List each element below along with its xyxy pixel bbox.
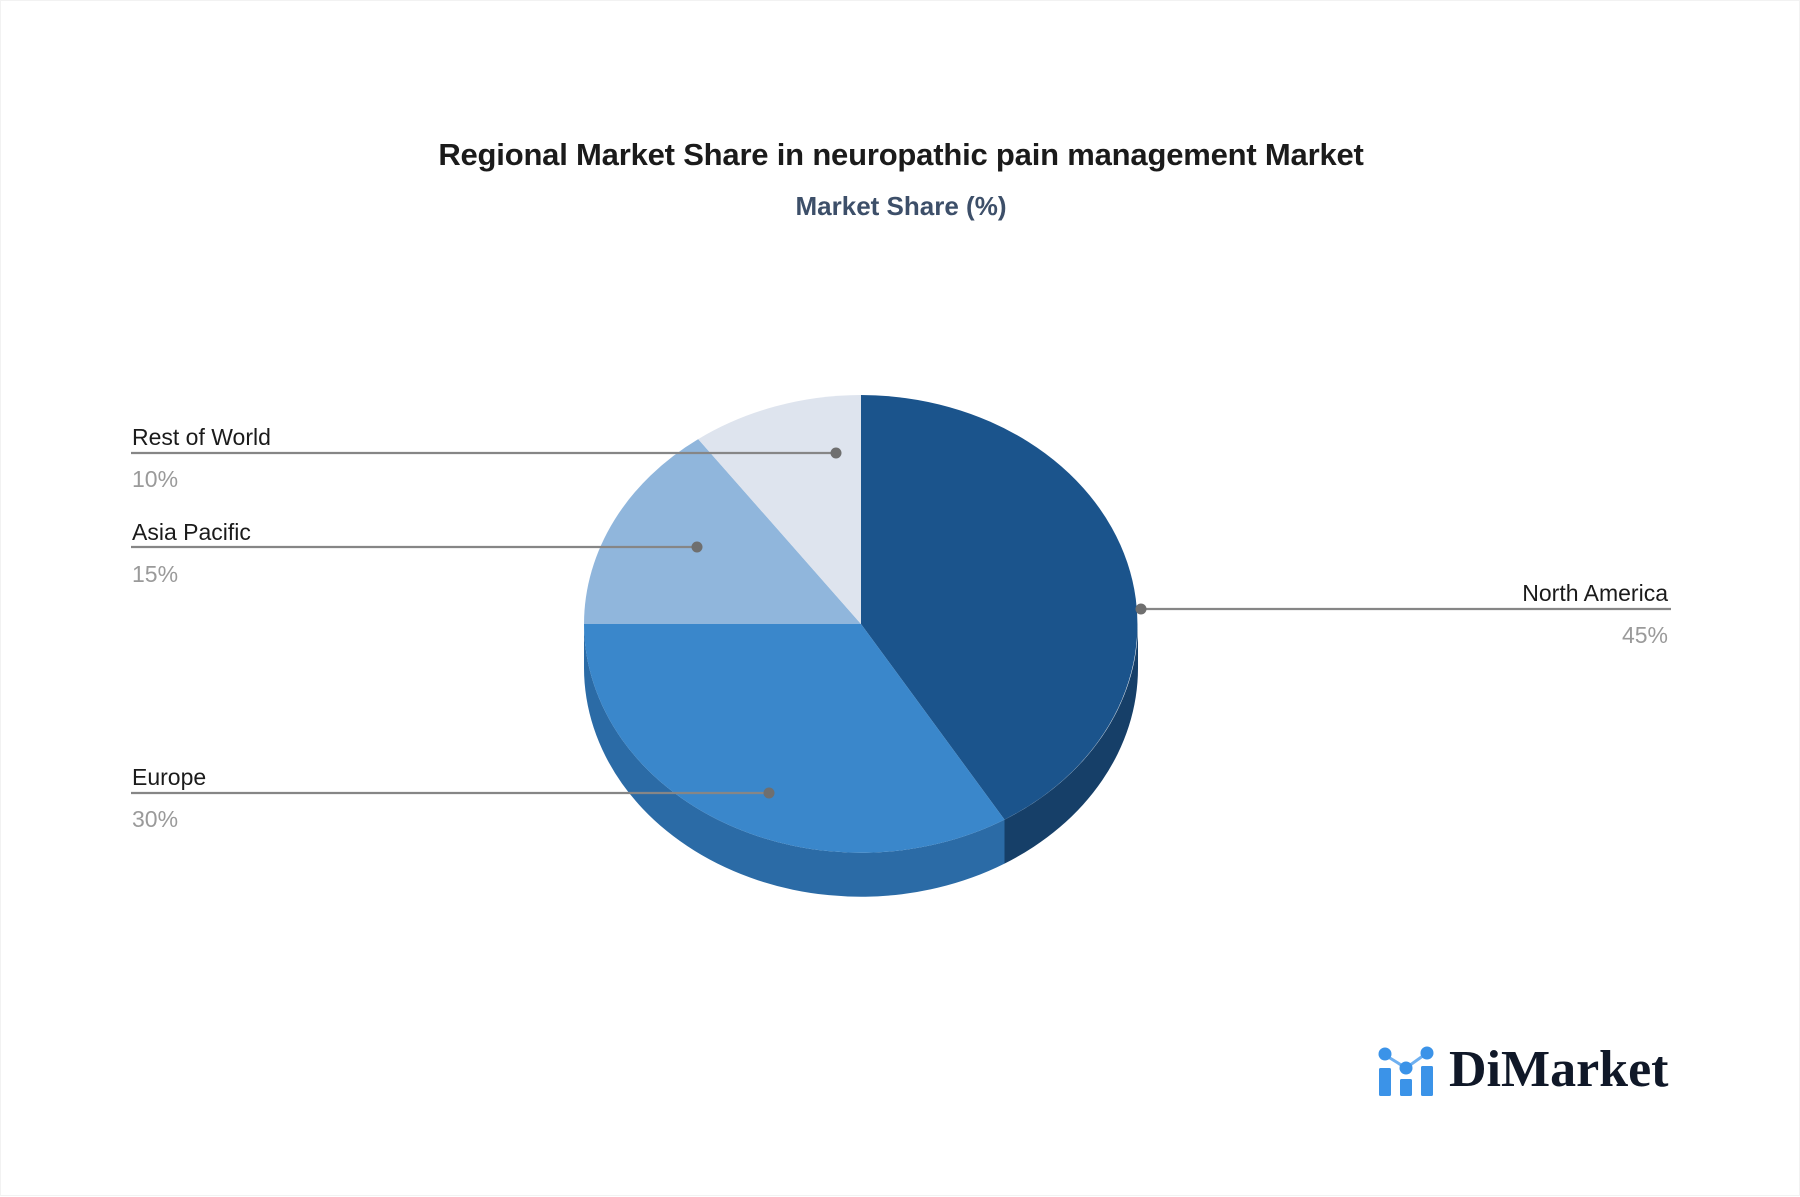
pie-side-europe: [584, 624, 1005, 897]
callout-value-europe: 30%: [132, 806, 179, 832]
brand-name: DiMarket: [1449, 1041, 1669, 1098]
callout-value-rest-of-world: 10%: [132, 466, 179, 492]
callout-label-north-america: North America: [1522, 580, 1668, 606]
pie-slice-europe: [584, 624, 1005, 853]
callout-value-asia-pacific: 15%: [132, 561, 179, 587]
callout-end-dots: [691, 447, 1147, 799]
pie-side-north-america: [1004, 624, 1138, 864]
bar-chart-icon: [1378, 1046, 1434, 1096]
pie-depth-sides: [584, 624, 1138, 897]
brand-logo: DiMarket: [1375, 1041, 1668, 1099]
callout-label-asia-pacific: Asia Pacific: [132, 519, 251, 545]
pie-slice-asia-pacific: [584, 439, 861, 624]
callout-leader-lines: [131, 451, 1671, 795]
leader-dot-north-america: [1135, 603, 1147, 615]
leader-dot-asia-pacific: [691, 541, 703, 553]
callout-label-europe: Europe: [132, 764, 207, 790]
chart-subtitle: Market Share (%): [795, 191, 1007, 221]
pie-top-slices: [584, 395, 1138, 853]
chart-title: Regional Market Share in neuropathic pai…: [438, 137, 1364, 172]
leader-dot-europe: [763, 787, 775, 799]
leader-dot-rest-of-world: [830, 447, 842, 459]
pie-slice-north-america: [861, 395, 1138, 820]
callout-value-north-america: 45%: [1621, 622, 1668, 648]
callout-label-rest-of-world: Rest of World: [132, 424, 271, 450]
